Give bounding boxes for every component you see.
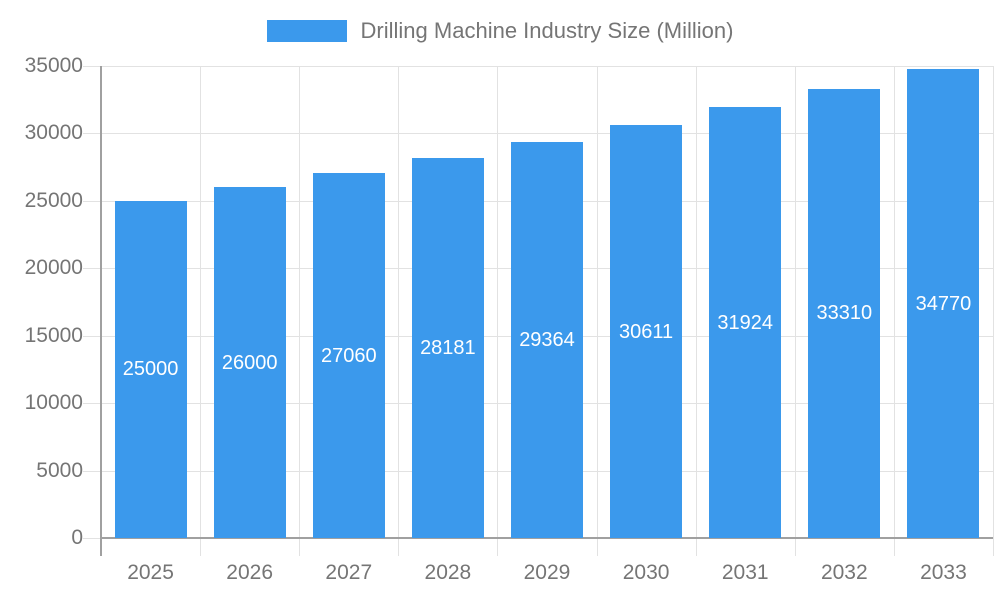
bar: 31924	[709, 107, 782, 538]
x-gridline	[696, 66, 697, 538]
y-tick-label: 0	[71, 526, 83, 549]
legend-swatch	[266, 20, 347, 42]
y-tick	[83, 538, 101, 539]
bar: 33310	[808, 88, 881, 538]
y-tick-label: 10000	[24, 391, 83, 414]
x-tick	[597, 538, 598, 556]
bar-value-label: 30611	[619, 320, 674, 343]
y-axis-line	[100, 66, 102, 556]
x-tick-label: 2030	[622, 561, 670, 584]
y-tick	[83, 268, 101, 269]
bar-value-label: 25000	[122, 358, 179, 381]
y-tick-label: 30000	[24, 121, 83, 144]
bar: 28181	[411, 157, 484, 538]
x-tick-label: 2026	[226, 561, 274, 584]
x-gridline	[597, 66, 598, 538]
x-tick-label: 2028	[424, 561, 472, 584]
x-gridline	[894, 66, 895, 538]
y-gridline	[101, 66, 993, 67]
bar: 25000	[114, 200, 187, 538]
bar: 30611	[610, 125, 683, 538]
bar-value-label: 31924	[717, 311, 774, 334]
bar: 34770	[907, 69, 980, 538]
y-tick-label: 35000	[24, 54, 83, 77]
x-axis-line	[100, 537, 993, 539]
y-tick	[83, 66, 101, 67]
bar-value-label: 26000	[221, 351, 278, 374]
y-tick-label: 5000	[36, 459, 83, 482]
x-tick-label: 2025	[127, 561, 174, 584]
y-tick	[83, 336, 101, 337]
x-gridline	[200, 66, 201, 538]
x-tick-label: 2033	[920, 561, 967, 584]
y-tick	[83, 403, 101, 404]
bar-value-label: 34770	[915, 292, 972, 315]
x-gridline	[497, 66, 498, 538]
x-tick	[696, 538, 697, 556]
bar-value-label: 27060	[320, 344, 377, 367]
x-gridline	[993, 66, 994, 538]
x-gridline	[398, 66, 399, 538]
y-tick	[83, 133, 101, 134]
legend[interactable]: Drilling Machine Industry Size (Million)	[0, 18, 1000, 44]
y-tick-label: 25000	[24, 189, 83, 212]
x-tick-label: 2027	[325, 561, 373, 584]
x-tick	[497, 538, 498, 556]
bar-value-label: 28181	[420, 336, 476, 359]
x-tick	[894, 538, 895, 556]
legend-label: Drilling Machine Industry Size (Million)	[360, 18, 734, 43]
y-tick-label: 15000	[24, 324, 83, 347]
y-tick	[83, 201, 101, 202]
y-tick	[83, 471, 101, 472]
y-gridline	[101, 133, 993, 134]
bar-value-label: 33310	[816, 302, 873, 325]
bar: 27060	[312, 173, 385, 538]
x-tick	[200, 538, 201, 556]
y-tick-label: 20000	[24, 256, 83, 279]
x-tick	[299, 538, 300, 556]
x-tick-label: 2029	[523, 561, 571, 584]
bar: 26000	[213, 187, 286, 538]
bar-value-label: 29364	[519, 328, 575, 351]
x-gridline	[795, 66, 796, 538]
x-gridline	[299, 66, 300, 538]
x-tick	[993, 538, 994, 556]
x-tick	[795, 538, 796, 556]
bar: 29364	[511, 142, 583, 538]
x-tick	[398, 538, 399, 556]
x-tick-label: 2031	[721, 561, 769, 584]
x-tick-label: 2032	[820, 561, 868, 584]
